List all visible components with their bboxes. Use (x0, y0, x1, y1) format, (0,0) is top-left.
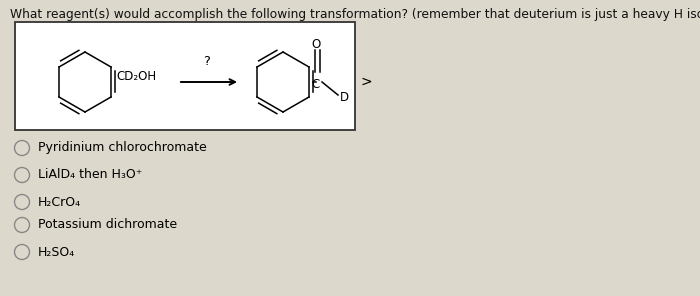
Text: LiAlD₄ then H₃O⁺: LiAlD₄ then H₃O⁺ (38, 168, 142, 181)
Text: Potassium dichromate: Potassium dichromate (38, 218, 177, 231)
Text: C: C (312, 78, 320, 91)
Text: CD₂OH: CD₂OH (116, 70, 156, 83)
Text: H₂CrO₄: H₂CrO₄ (38, 195, 81, 208)
Text: What reagent(s) would accomplish the following transformation? (remember that de: What reagent(s) would accomplish the fol… (10, 8, 700, 21)
Text: D: D (340, 91, 349, 104)
Text: H₂SO₄: H₂SO₄ (38, 245, 76, 258)
FancyBboxPatch shape (15, 22, 355, 130)
Text: O: O (312, 38, 321, 51)
Text: >: > (360, 75, 372, 89)
Text: Pyridinium chlorochromate: Pyridinium chlorochromate (38, 141, 206, 155)
Text: ?: ? (204, 55, 211, 68)
